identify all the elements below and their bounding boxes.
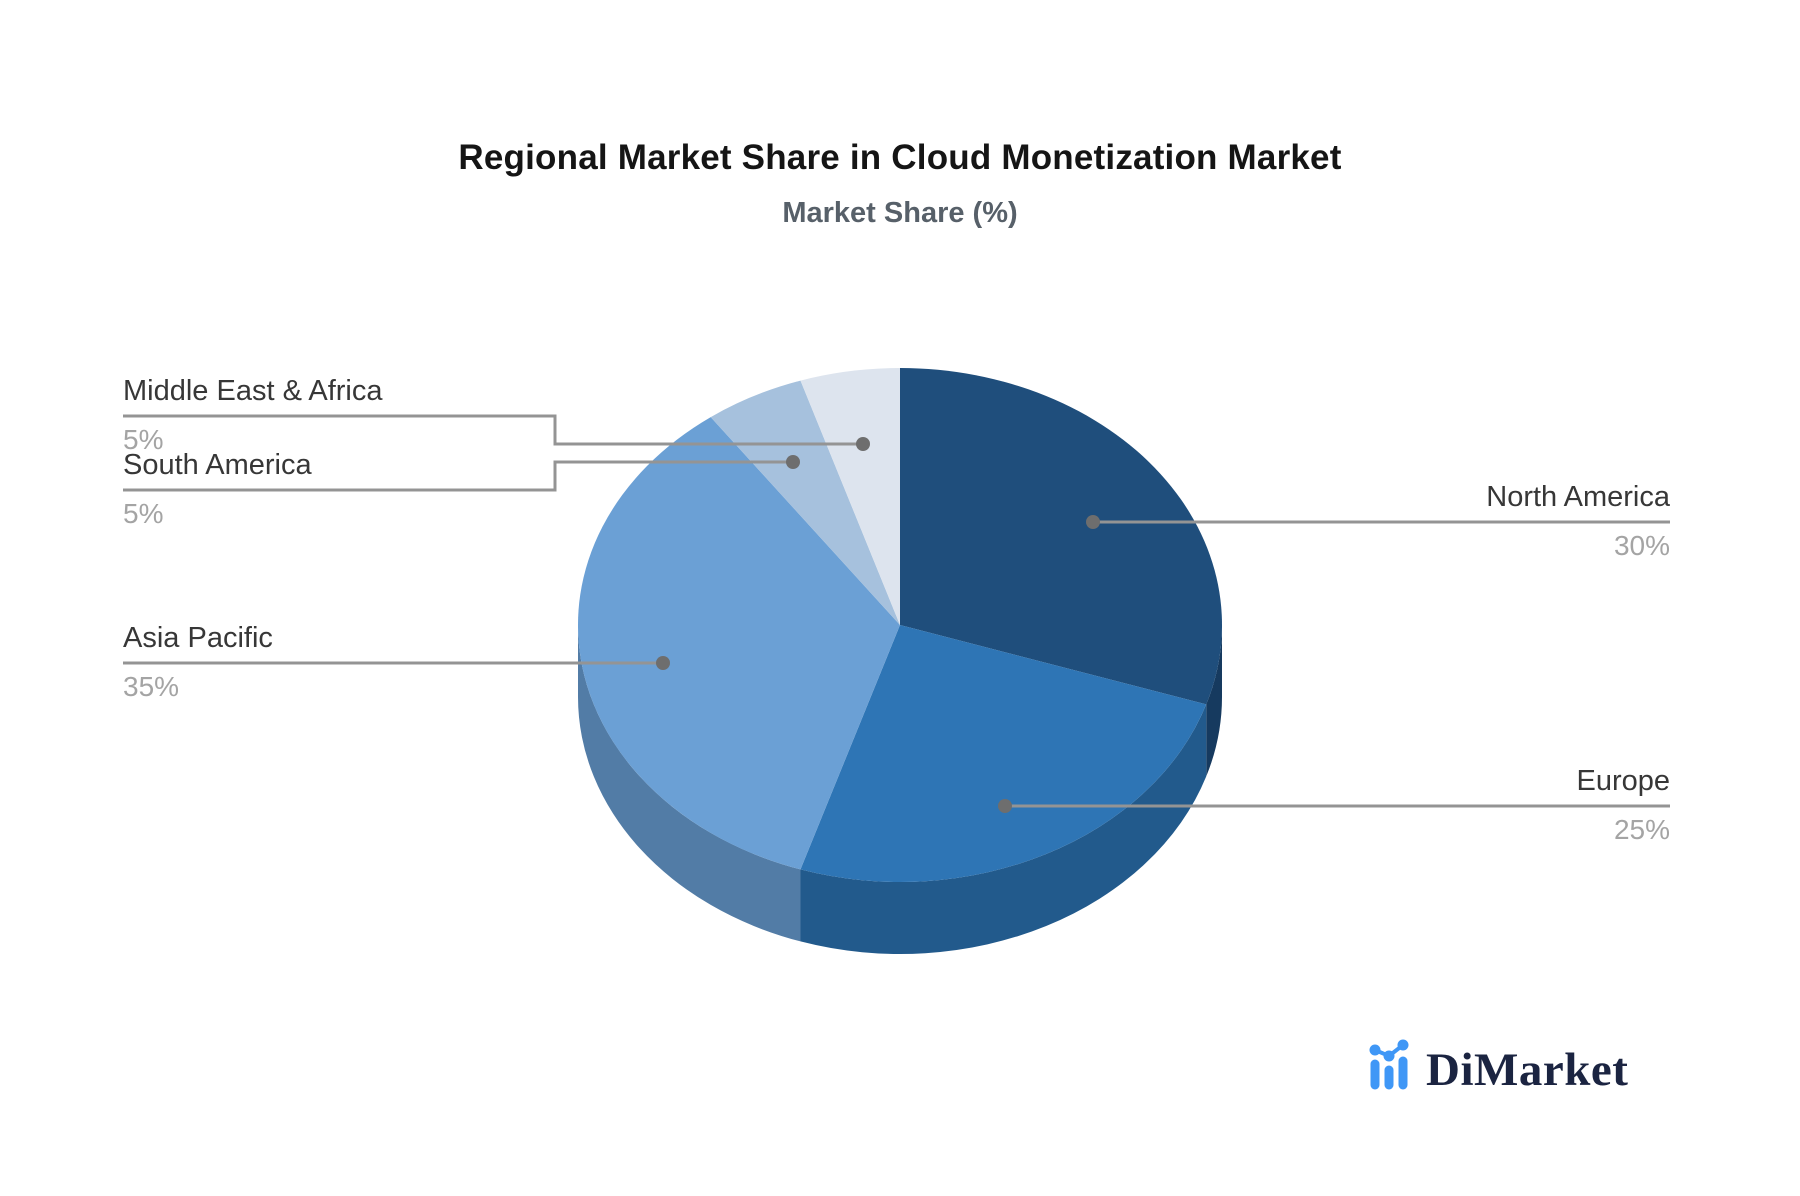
chart-subtitle: Market Share (%) [782, 197, 1018, 229]
pie-slice-side-europe [800, 704, 1207, 954]
slice-label-south-america: South America [123, 449, 312, 482]
slice-label-asia-pacific: Asia Pacific [123, 622, 273, 655]
pie-slice-side-north-america [1206, 625, 1222, 777]
slice-label-middle-east-africa: Middle East & Africa [123, 375, 383, 408]
slice-value-asia-pacific: 35% [123, 671, 180, 702]
leader-dot-asia-pacific [656, 656, 670, 670]
pie-slice-asia-pacific[interactable] [578, 417, 900, 870]
leader-dot-middle-east-africa [856, 437, 870, 451]
slice-label-europe: Europe [1576, 765, 1670, 798]
bar-line-chart-icon [1369, 1039, 1409, 1090]
pie-slice-side-asia-pacific [578, 625, 801, 942]
pie-slice-north-america[interactable] [900, 368, 1222, 705]
slice-value-north-america: 30% [1613, 530, 1670, 561]
pie-slice-south-america[interactable] [710, 380, 900, 625]
pie-slice-europe[interactable] [800, 625, 1207, 882]
slice-value-middle-east-africa: 5% [123, 424, 164, 455]
leader-dot-south-america [786, 455, 800, 469]
leader-line-south-america [123, 460, 793, 492]
slice-value-south-america: 5% [123, 498, 164, 529]
leader-line-middle-east-africa [123, 414, 863, 446]
brand-logo-text: DiMarket [1426, 1044, 1629, 1096]
leader-dot-north-america [1086, 515, 1100, 529]
brand-logo: DiMarket [1366, 1036, 1628, 1094]
slice-value-europe: 25% [1613, 814, 1670, 845]
chart-title: Regional Market Share in Cloud Monetizat… [458, 138, 1342, 177]
slice-label-north-america: North America [1486, 481, 1670, 514]
leader-dot-europe [998, 799, 1012, 813]
pie-slice-middle-east-africa[interactable] [800, 368, 900, 625]
